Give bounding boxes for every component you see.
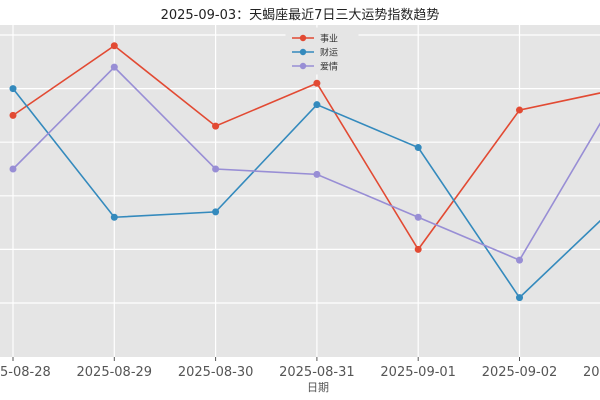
legend-item: 爱情	[292, 61, 338, 73]
plot-area	[0, 25, 600, 357]
legend-item: 事业	[292, 33, 338, 45]
series-财运	[9, 85, 600, 302]
svg-text:事业: 事业	[320, 33, 338, 45]
series-事业	[9, 42, 600, 253]
x-axis-ticks: 2025-08-28 2025-08-29 2025-08-30 2025-08-31…	[0, 357, 600, 380]
data-point	[9, 165, 17, 173]
data-point	[313, 101, 321, 109]
svg-text:爱情: 爱情	[320, 61, 338, 73]
data-point	[212, 122, 220, 130]
data-point	[9, 85, 17, 93]
x-tick-label: 2025-08-28	[0, 365, 51, 380]
svg-text:财运: 财运	[320, 47, 338, 59]
x-tick-label: 2025-08-30	[178, 365, 254, 380]
x-tick-label: 2025-08-31	[279, 365, 355, 380]
data-series	[9, 42, 600, 302]
data-point	[516, 256, 523, 264]
x-tick-label: 2025-09-01	[380, 365, 456, 380]
data-point	[110, 213, 118, 221]
x-axis-label: 日期	[307, 381, 329, 394]
data-point	[212, 208, 220, 216]
data-point	[313, 79, 321, 87]
grid-lines	[0, 25, 600, 357]
data-point	[516, 106, 523, 114]
chart-title: 2025-09-03：天蝎座最近7日三大运势指数趋势	[160, 8, 440, 23]
data-point	[110, 42, 118, 50]
data-point	[9, 111, 17, 119]
data-point	[414, 245, 422, 253]
data-point	[110, 63, 118, 71]
legend-item: 财运	[292, 47, 338, 59]
x-tick-label: 2025-09-03	[583, 365, 600, 380]
data-point	[313, 170, 321, 178]
data-point	[516, 294, 523, 302]
data-point	[414, 144, 422, 152]
x-tick-label: 2025-09-02	[482, 365, 558, 380]
series-爱情	[9, 63, 600, 264]
data-point	[212, 165, 220, 173]
x-tick-label: 2025-08-29	[77, 365, 153, 380]
data-point	[414, 213, 422, 221]
